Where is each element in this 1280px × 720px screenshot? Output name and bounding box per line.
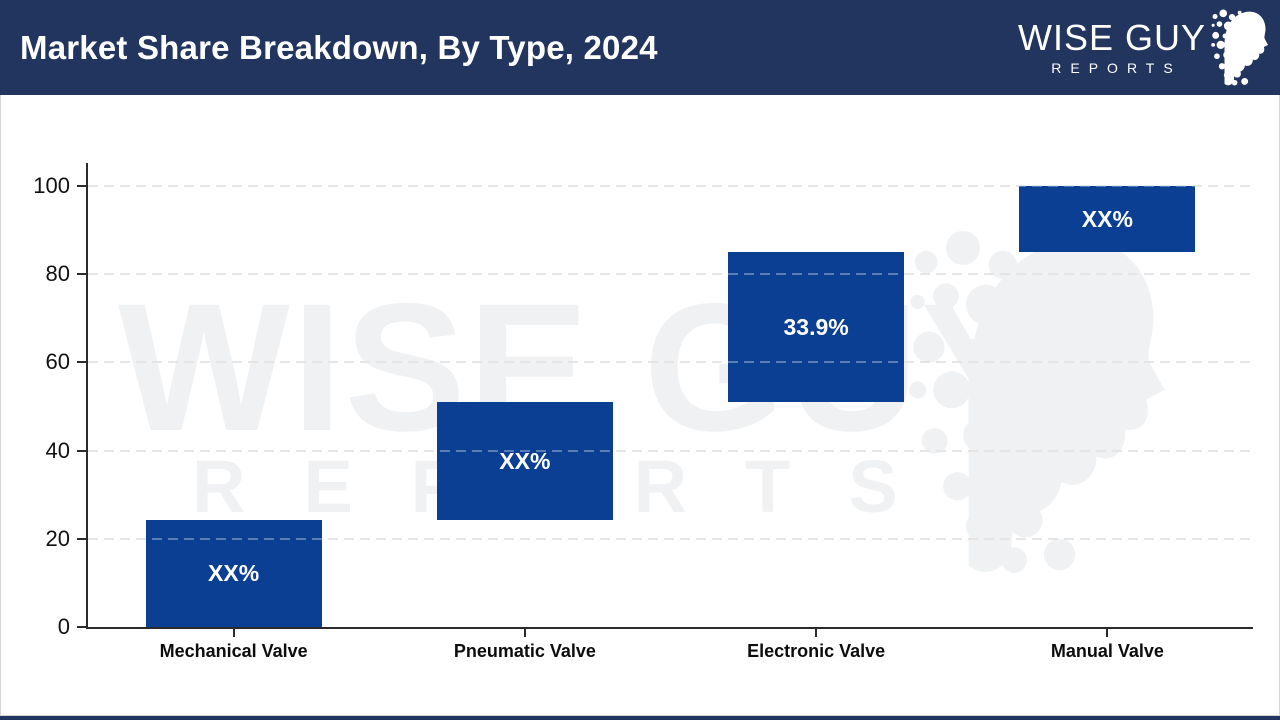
- y-tick-label: 40: [45, 437, 70, 463]
- gridline-overlay: [88, 361, 1253, 364]
- bar-label-electronic-valve: 33.9%: [783, 313, 849, 340]
- x-axis-line: [86, 627, 1253, 629]
- logo-text: WISE GUY REPORTS: [1017, 16, 1206, 76]
- y-tick-mark: [77, 185, 86, 187]
- bar-manual-valve: [1019, 186, 1196, 253]
- logo-reports-text: REPORTS: [1051, 59, 1182, 76]
- bar-pneumatic-valve: [436, 401, 613, 520]
- y-axis-line: [86, 163, 88, 629]
- gridline: [88, 361, 1253, 364]
- wiseguy-logo: WISE GUY REPORTS: [1018, 6, 1268, 90]
- gridline-overlay: [88, 449, 1253, 452]
- y-tick-label: 100: [33, 173, 70, 198]
- gridline-overlay: [88, 185, 1253, 187]
- logo-head-icon: [1210, 6, 1268, 90]
- bar-label-pneumatic-valve: XX%: [499, 447, 551, 474]
- bar-label-mechanical-valve: XX%: [208, 560, 260, 587]
- x-tick-mark: [815, 629, 818, 637]
- gridline: [88, 449, 1253, 452]
- bar-mechanical-valve: [145, 519, 322, 627]
- gridline: [88, 273, 1253, 276]
- header: Market Share Breakdown, By Type, 2024 WI…: [0, 0, 1280, 95]
- x-tick-mark: [523, 629, 526, 637]
- footer-bar: [0, 715, 1280, 720]
- logo-wiseguy-text: WISE GUY: [1017, 16, 1206, 58]
- y-tick-label: 80: [45, 261, 70, 287]
- gridline-overlay: [88, 273, 1253, 276]
- x-tick-label-mechanical-valve: Mechanical Valve: [159, 641, 308, 661]
- x-tick-label-electronic-valve: Electronic Valve: [747, 641, 886, 661]
- y-tick-mark: [77, 361, 86, 364]
- bar-electronic-valve: [728, 252, 905, 402]
- x-tick-mark: [1106, 629, 1109, 637]
- gridline: [88, 537, 1253, 540]
- x-tick-label-pneumatic-valve: Pneumatic Valve: [453, 641, 596, 661]
- y-tick-mark: [77, 537, 86, 540]
- y-tick-label: 20: [45, 525, 70, 551]
- gridline: [88, 185, 1253, 187]
- y-tick-mark: [77, 273, 86, 276]
- gridline-overlay: [88, 537, 1253, 540]
- x-tick-label-manual-valve: Manual Valve: [1050, 641, 1164, 661]
- y-tick-mark: [77, 449, 86, 452]
- y-tick-label: 60: [45, 349, 70, 375]
- chart-title: Market Share Breakdown, By Type, 2024: [20, 28, 658, 66]
- x-tick-mark: [232, 629, 235, 637]
- y-tick-mark: [77, 626, 86, 628]
- y-tick-label: 0: [57, 614, 70, 639]
- bar-label-manual-valve: XX%: [1081, 206, 1133, 233]
